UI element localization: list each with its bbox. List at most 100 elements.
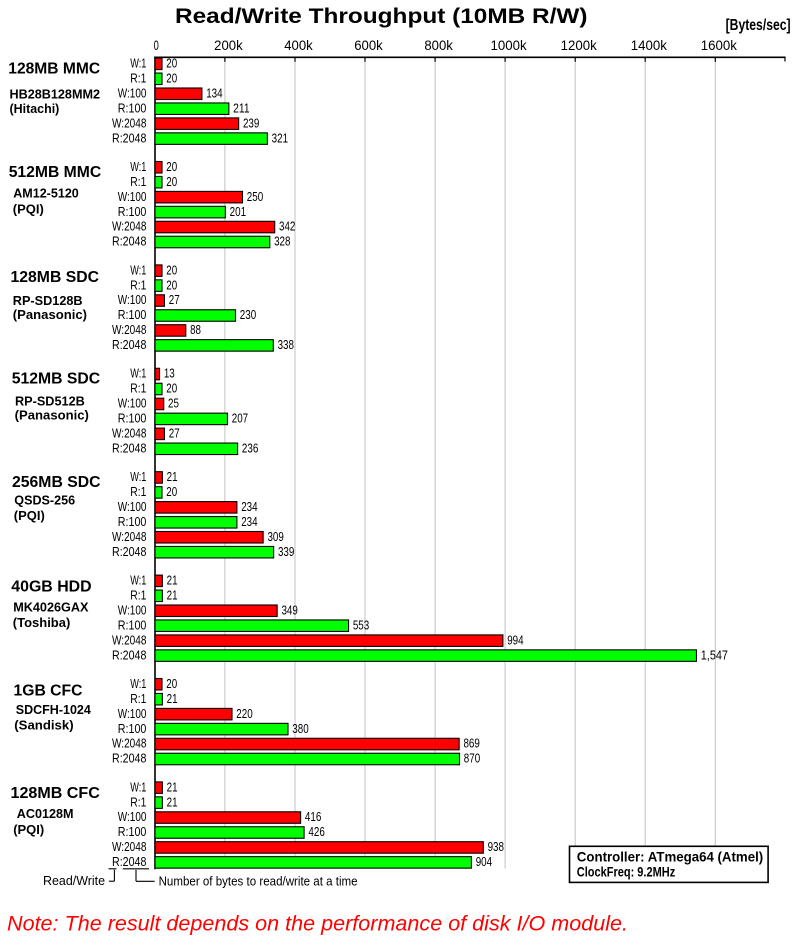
svg-text:W:100: W:100 bbox=[118, 810, 147, 824]
svg-text:R:1: R:1 bbox=[130, 485, 146, 499]
svg-text:20: 20 bbox=[166, 677, 177, 691]
svg-text:128MB MMC: 128MB MMC bbox=[8, 61, 100, 78]
svg-text:(Panasonic): (Panasonic) bbox=[13, 307, 87, 322]
svg-text:AM12-5120: AM12-5120 bbox=[13, 185, 79, 200]
svg-text:W:100: W:100 bbox=[118, 293, 147, 307]
svg-text:20: 20 bbox=[166, 175, 177, 189]
svg-text:21: 21 bbox=[167, 470, 178, 484]
svg-text:W:100: W:100 bbox=[118, 603, 147, 617]
svg-text:R:100: R:100 bbox=[118, 205, 147, 219]
svg-text:(Hitachi): (Hitachi) bbox=[10, 101, 60, 116]
svg-text:ClockFreq: 9.2MHz: ClockFreq: 9.2MHz bbox=[577, 864, 675, 880]
svg-text:W:1: W:1 bbox=[130, 263, 146, 277]
svg-text:426: 426 bbox=[308, 825, 324, 839]
svg-text:512MB SDC: 512MB SDC bbox=[12, 371, 101, 388]
svg-text:QSDS-256: QSDS-256 bbox=[14, 493, 75, 508]
svg-text:W:100: W:100 bbox=[118, 86, 147, 100]
svg-text:R:1: R:1 bbox=[130, 795, 146, 809]
svg-text:R:1: R:1 bbox=[130, 692, 146, 706]
svg-text:R:100: R:100 bbox=[118, 825, 147, 839]
svg-text:20: 20 bbox=[166, 160, 177, 174]
svg-text:20: 20 bbox=[166, 71, 177, 85]
svg-text:40GB HDD: 40GB HDD bbox=[11, 579, 91, 596]
svg-text:21: 21 bbox=[167, 795, 178, 809]
svg-text:128MB CFC: 128MB CFC bbox=[11, 785, 101, 802]
svg-text:W:2048: W:2048 bbox=[112, 116, 146, 130]
svg-text:R:1: R:1 bbox=[130, 278, 146, 292]
svg-text:Note: The result depends on th: Note: The result depends on the performa… bbox=[7, 911, 628, 935]
svg-text:134: 134 bbox=[206, 86, 222, 100]
svg-text:W:2048: W:2048 bbox=[112, 323, 146, 337]
svg-text:R:2048: R:2048 bbox=[112, 131, 146, 145]
svg-text:RP-SD128B: RP-SD128B bbox=[13, 293, 83, 308]
svg-text:201: 201 bbox=[230, 205, 246, 219]
svg-text:[Bytes/sec]: [Bytes/sec] bbox=[726, 17, 791, 34]
svg-text:234: 234 bbox=[241, 500, 257, 514]
svg-text:(Sandisk): (Sandisk) bbox=[14, 718, 73, 733]
svg-text:R:100: R:100 bbox=[118, 515, 147, 529]
svg-text:Read/Write Throughput (10MB R/: Read/Write Throughput (10MB R/W) bbox=[175, 5, 588, 28]
svg-text:W:100: W:100 bbox=[118, 397, 147, 411]
svg-text:W:2048: W:2048 bbox=[112, 427, 146, 441]
svg-text:1600k: 1600k bbox=[701, 37, 738, 53]
svg-text:20: 20 bbox=[166, 278, 177, 292]
svg-text:R:100: R:100 bbox=[118, 722, 147, 736]
svg-text:W:2048: W:2048 bbox=[112, 633, 146, 647]
svg-text:380: 380 bbox=[292, 722, 308, 736]
svg-text:600k: 600k bbox=[354, 37, 383, 53]
svg-text:994: 994 bbox=[507, 633, 523, 647]
svg-text:250: 250 bbox=[247, 190, 263, 204]
svg-text:W:100: W:100 bbox=[118, 500, 147, 514]
svg-text:SDCFH-1024: SDCFH-1024 bbox=[16, 702, 92, 717]
svg-text:(PQI): (PQI) bbox=[13, 201, 44, 216]
svg-text:W:1: W:1 bbox=[130, 160, 146, 174]
svg-text:W:2048: W:2048 bbox=[112, 530, 146, 544]
svg-text:R:2048: R:2048 bbox=[112, 441, 146, 455]
svg-text:21: 21 bbox=[167, 588, 178, 602]
svg-text:R:2048: R:2048 bbox=[112, 338, 146, 352]
svg-text:328: 328 bbox=[274, 235, 290, 249]
svg-text:20: 20 bbox=[166, 263, 177, 277]
svg-text:W:1: W:1 bbox=[130, 677, 146, 691]
svg-text:HB28B128MM2: HB28B128MM2 bbox=[10, 86, 101, 101]
svg-text:230: 230 bbox=[240, 308, 256, 322]
svg-text:21: 21 bbox=[167, 574, 178, 588]
svg-text:R:2048: R:2048 bbox=[112, 855, 146, 869]
svg-text:321: 321 bbox=[272, 131, 288, 145]
svg-text:207: 207 bbox=[232, 412, 248, 426]
svg-text:(PQI): (PQI) bbox=[14, 508, 45, 523]
svg-text:211: 211 bbox=[233, 101, 249, 115]
svg-text:W:1: W:1 bbox=[130, 367, 146, 381]
svg-text:220: 220 bbox=[236, 707, 252, 721]
svg-text:Read/Write: Read/Write bbox=[43, 873, 105, 888]
svg-text:27: 27 bbox=[169, 293, 180, 307]
svg-text:AC0128M: AC0128M bbox=[17, 806, 74, 821]
svg-text:400k: 400k bbox=[284, 37, 313, 53]
svg-text:R:100: R:100 bbox=[118, 618, 147, 632]
svg-text:(Panasonic): (Panasonic) bbox=[15, 408, 89, 423]
svg-text:R:1: R:1 bbox=[130, 382, 146, 396]
svg-text:1400k: 1400k bbox=[631, 37, 668, 53]
svg-text:128MB SDC: 128MB SDC bbox=[11, 269, 100, 286]
svg-text:27: 27 bbox=[169, 427, 180, 441]
svg-text:21: 21 bbox=[167, 780, 178, 794]
svg-text:R:2048: R:2048 bbox=[112, 545, 146, 559]
svg-text:20: 20 bbox=[166, 382, 177, 396]
svg-text:20: 20 bbox=[166, 485, 177, 499]
svg-text:553: 553 bbox=[353, 618, 369, 632]
svg-text:200k: 200k bbox=[214, 37, 243, 53]
svg-text:W:100: W:100 bbox=[118, 190, 147, 204]
svg-text:1000k: 1000k bbox=[491, 37, 528, 53]
svg-text:870: 870 bbox=[464, 752, 480, 766]
svg-text:342: 342 bbox=[279, 220, 295, 234]
svg-text:(PQI): (PQI) bbox=[13, 822, 44, 837]
svg-text:416: 416 bbox=[305, 810, 321, 824]
svg-text:236: 236 bbox=[242, 441, 258, 455]
svg-text:W:1: W:1 bbox=[130, 780, 146, 794]
svg-text:W:1: W:1 bbox=[130, 574, 146, 588]
svg-text:R:2048: R:2048 bbox=[112, 648, 146, 662]
svg-text:R:1: R:1 bbox=[130, 588, 146, 602]
svg-text:512MB MMC: 512MB MMC bbox=[9, 164, 102, 181]
svg-text:21: 21 bbox=[167, 692, 178, 706]
svg-text:1200k: 1200k bbox=[561, 37, 598, 53]
